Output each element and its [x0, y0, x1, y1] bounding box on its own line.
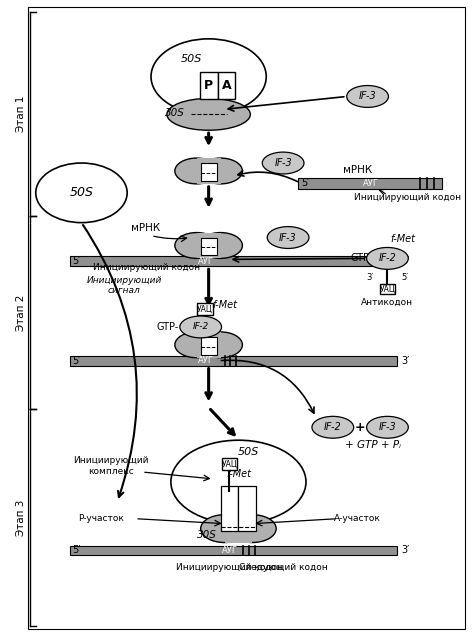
Text: A: A — [222, 79, 231, 92]
Bar — [380, 284, 395, 294]
Text: f-Met: f-Met — [390, 234, 415, 243]
Text: Антикодон: Антикодон — [361, 297, 413, 306]
Text: 5′: 5′ — [73, 545, 81, 555]
Ellipse shape — [201, 515, 248, 543]
Ellipse shape — [167, 99, 250, 130]
Text: АУГ: АУГ — [363, 179, 379, 188]
Text: IF-2: IF-2 — [379, 254, 396, 263]
Text: АУГ: АУГ — [198, 356, 214, 365]
Ellipse shape — [199, 233, 242, 259]
Text: f-Met: f-Met — [226, 469, 251, 479]
Ellipse shape — [175, 233, 219, 259]
Ellipse shape — [199, 332, 242, 358]
Text: мРНК: мРНК — [343, 165, 372, 175]
Text: f-Met: f-Met — [212, 300, 237, 310]
Bar — [221, 458, 237, 470]
Text: 30S: 30S — [165, 108, 185, 118]
Text: УАЦ: УАЦ — [222, 459, 237, 469]
Bar — [201, 163, 217, 181]
Text: 30S: 30S — [197, 529, 217, 540]
Text: Следующий кодон: Следующий кодон — [239, 563, 328, 572]
Text: АУГ: АУГ — [221, 546, 237, 555]
Ellipse shape — [346, 85, 389, 108]
Ellipse shape — [151, 39, 266, 115]
Ellipse shape — [366, 247, 408, 269]
Text: IF-2: IF-2 — [192, 322, 209, 331]
Ellipse shape — [199, 158, 242, 184]
Text: GTP-: GTP- — [156, 322, 179, 332]
Text: А-участок: А-участок — [334, 514, 381, 523]
Text: 5′: 5′ — [301, 178, 310, 189]
Text: + GTP + Pᵢ: + GTP + Pᵢ — [345, 440, 401, 450]
Bar — [197, 303, 213, 315]
Text: P-участок: P-участок — [78, 514, 124, 523]
Text: Этап 3: Этап 3 — [16, 499, 26, 536]
Text: Инициирующий
комплекс: Инициирующий комплекс — [73, 456, 149, 476]
Ellipse shape — [175, 332, 219, 358]
Ellipse shape — [366, 417, 408, 438]
Text: Инициирующий кодон: Инициирующий кодон — [93, 263, 201, 272]
Bar — [218, 71, 236, 99]
Bar — [225, 515, 252, 543]
Text: Инициирующий кодон: Инициирующий кодон — [176, 563, 283, 572]
Text: IF-3: IF-3 — [359, 92, 376, 101]
Bar — [298, 178, 442, 189]
Bar — [201, 238, 217, 255]
Ellipse shape — [171, 440, 306, 524]
Bar — [200, 71, 218, 99]
Bar — [197, 233, 220, 259]
Text: мРНК: мРНК — [131, 222, 161, 233]
Bar — [70, 257, 397, 266]
Text: АУГ: АУГ — [198, 257, 214, 266]
Bar — [201, 337, 217, 355]
Ellipse shape — [262, 152, 304, 174]
Text: 3′: 3′ — [366, 273, 374, 282]
Text: 5′: 5′ — [73, 355, 81, 366]
Text: 3′: 3′ — [401, 545, 410, 555]
Text: Инициирующий
сигнал: Инициирующий сигнал — [86, 276, 162, 295]
Ellipse shape — [267, 227, 309, 248]
Ellipse shape — [36, 163, 127, 222]
Text: IF-3: IF-3 — [279, 233, 297, 243]
Text: 3′: 3′ — [401, 355, 410, 366]
Text: 5′: 5′ — [401, 273, 409, 282]
Text: УАЦ: УАЦ — [197, 304, 212, 313]
Ellipse shape — [180, 316, 221, 338]
Text: 3′: 3′ — [401, 256, 410, 266]
Text: GTP: GTP — [350, 254, 369, 263]
Bar — [220, 486, 238, 531]
Text: 50S: 50S — [70, 187, 93, 199]
Text: Инициирующий кодон: Инициирующий кодон — [354, 193, 461, 203]
Text: +: + — [355, 421, 365, 434]
Text: IF-3: IF-3 — [274, 158, 292, 168]
Bar — [70, 545, 397, 555]
Text: 5′: 5′ — [73, 256, 81, 266]
Bar — [238, 486, 256, 531]
Bar — [197, 332, 220, 358]
Text: Этап 2: Этап 2 — [16, 294, 26, 331]
Ellipse shape — [175, 158, 219, 184]
Text: 50S: 50S — [237, 447, 259, 457]
Text: P: P — [204, 79, 213, 92]
Ellipse shape — [312, 417, 354, 438]
Bar — [70, 355, 397, 366]
Text: Этап 1: Этап 1 — [16, 96, 26, 132]
Text: 50S: 50S — [181, 54, 202, 64]
Bar — [197, 158, 220, 184]
Text: IF-3: IF-3 — [379, 422, 396, 433]
Ellipse shape — [228, 515, 276, 543]
Text: УАЦ: УАЦ — [380, 285, 395, 294]
Text: IF-2: IF-2 — [324, 422, 342, 433]
